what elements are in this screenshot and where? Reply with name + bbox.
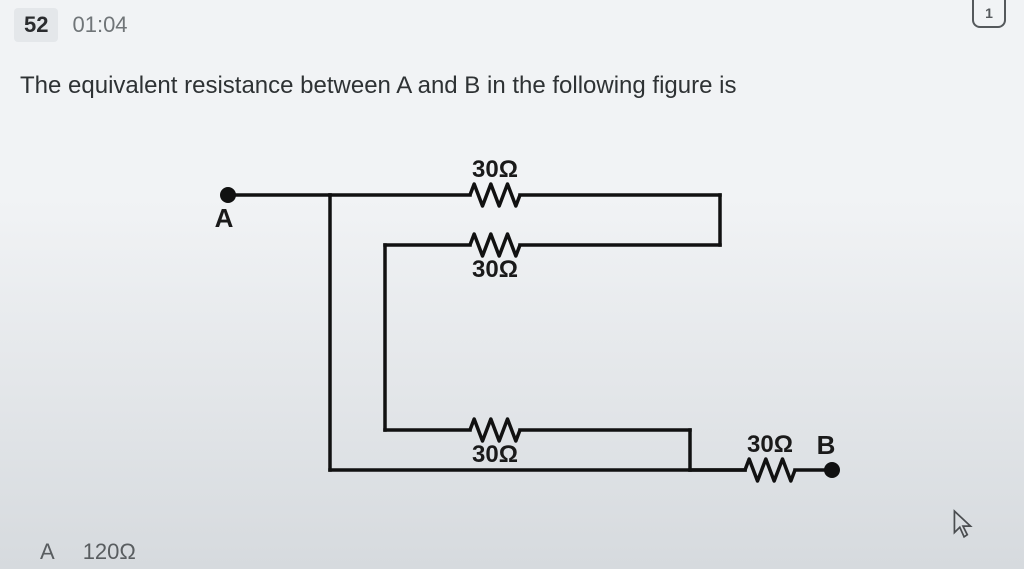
flag-icon[interactable]: 1 bbox=[972, 0, 1006, 28]
svg-text:B: B bbox=[817, 430, 836, 460]
svg-text:A: A bbox=[215, 203, 234, 233]
flag-badge-number: 1 bbox=[985, 5, 993, 21]
circuit-svg: 30Ω 30Ω 30Ω 30Ω A B bbox=[190, 135, 850, 505]
question-text: The equivalent resistance between A and … bbox=[20, 72, 736, 100]
svg-text:30Ω: 30Ω bbox=[472, 256, 518, 283]
svg-text:30Ω: 30Ω bbox=[747, 431, 793, 458]
circuit-diagram: 30Ω 30Ω 30Ω 30Ω A B bbox=[190, 135, 850, 505]
question-header: 52 01:04 bbox=[14, 8, 128, 42]
timer-text: 01:04 bbox=[72, 12, 127, 38]
svg-text:30Ω: 30Ω bbox=[472, 156, 518, 183]
question-number-badge: 52 bbox=[14, 8, 58, 42]
answer-option-a[interactable]: A 120Ω bbox=[40, 539, 136, 565]
answer-letter: A bbox=[40, 539, 55, 565]
answer-value: 120Ω bbox=[83, 539, 136, 565]
svg-text:30Ω: 30Ω bbox=[472, 441, 518, 468]
page-root: 52 01:04 1 The equivalent resistance bet… bbox=[0, 0, 1024, 569]
cursor-icon bbox=[952, 509, 974, 539]
